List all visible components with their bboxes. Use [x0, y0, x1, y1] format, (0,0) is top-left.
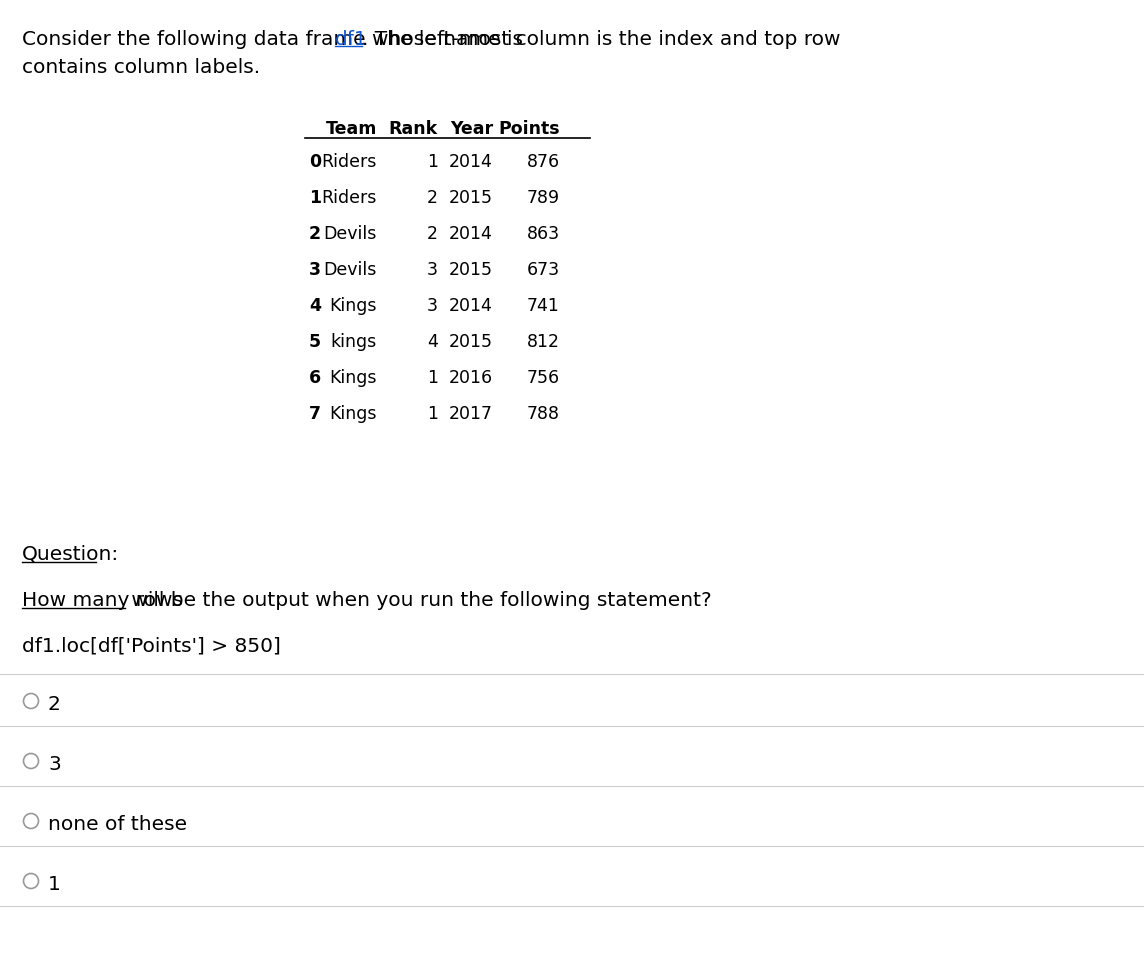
Text: 2: 2 [427, 225, 438, 243]
Text: none of these: none of these [48, 814, 188, 833]
Text: 4: 4 [309, 297, 321, 315]
Text: 2017: 2017 [448, 405, 493, 422]
Text: Kings: Kings [329, 368, 378, 387]
Text: Rank: Rank [389, 120, 438, 138]
Text: Devils: Devils [324, 261, 378, 279]
Text: 756: 756 [527, 368, 561, 387]
Text: 812: 812 [527, 332, 561, 351]
Text: 2: 2 [427, 189, 438, 206]
Text: df1.loc[df['Points'] > 850]: df1.loc[df['Points'] > 850] [22, 637, 281, 655]
Text: 3: 3 [427, 261, 438, 279]
Text: contains column labels.: contains column labels. [22, 58, 260, 77]
Text: Kings: Kings [329, 297, 378, 315]
Text: 2015: 2015 [448, 189, 493, 206]
Text: 788: 788 [527, 405, 561, 422]
Text: 7: 7 [309, 405, 321, 422]
Text: 1: 1 [309, 189, 321, 206]
Text: will be the output when you run the following statement?: will be the output when you run the foll… [125, 590, 712, 610]
Text: 0: 0 [309, 153, 321, 171]
Text: 863: 863 [527, 225, 561, 243]
Text: 3: 3 [309, 261, 321, 279]
Text: 2014: 2014 [450, 153, 493, 171]
Circle shape [24, 754, 39, 768]
Text: 3: 3 [48, 754, 61, 773]
Text: 1: 1 [427, 153, 438, 171]
Text: 2014: 2014 [450, 297, 493, 315]
Circle shape [24, 694, 39, 708]
Text: Year: Year [450, 120, 493, 138]
Text: Kings: Kings [329, 405, 378, 422]
Text: Riders: Riders [321, 189, 378, 206]
Text: 1: 1 [48, 874, 61, 893]
Text: Riders: Riders [321, 153, 378, 171]
Text: 3: 3 [427, 297, 438, 315]
Text: Question:: Question: [22, 545, 119, 563]
Text: 876: 876 [527, 153, 561, 171]
Text: . The left-most column is the index and top row: . The left-most column is the index and … [362, 30, 841, 49]
Text: 1: 1 [427, 405, 438, 422]
Text: How many rows: How many rows [22, 590, 183, 610]
Circle shape [24, 814, 39, 828]
Text: 6: 6 [309, 368, 321, 387]
Circle shape [24, 874, 39, 889]
Text: 2: 2 [309, 225, 321, 243]
Text: 2015: 2015 [448, 261, 493, 279]
Text: 2014: 2014 [450, 225, 493, 243]
Text: 4: 4 [427, 332, 438, 351]
Text: df1: df1 [335, 30, 367, 49]
Text: Consider the following data frame whose name is: Consider the following data frame whose … [22, 30, 530, 49]
Text: 5: 5 [309, 332, 321, 351]
Text: 1: 1 [427, 368, 438, 387]
Text: 2: 2 [48, 694, 61, 713]
Text: kings: kings [331, 332, 378, 351]
Text: 2015: 2015 [448, 332, 493, 351]
Text: Devils: Devils [324, 225, 378, 243]
Text: 741: 741 [527, 297, 561, 315]
Text: 789: 789 [527, 189, 561, 206]
Text: 673: 673 [527, 261, 561, 279]
Text: 2016: 2016 [448, 368, 493, 387]
Text: Points: Points [499, 120, 561, 138]
Text: Team: Team [326, 120, 378, 138]
